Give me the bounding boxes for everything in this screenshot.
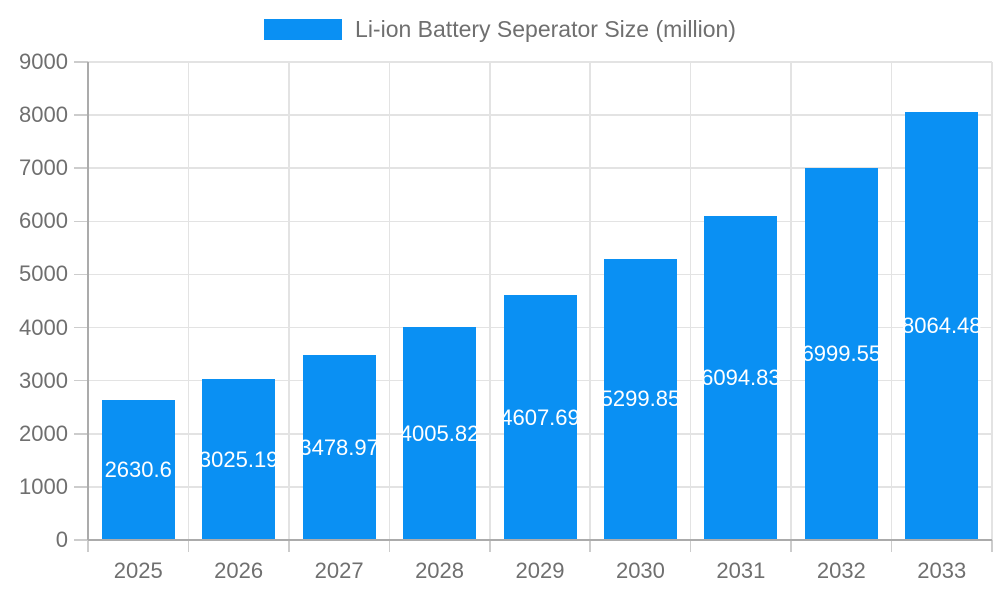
x-gridline bbox=[890, 62, 893, 540]
bar-2029[interactable] bbox=[503, 295, 577, 540]
x-axis-label: 2027 bbox=[314, 558, 364, 583]
y-tick-mark bbox=[74, 486, 88, 488]
bar-2025[interactable] bbox=[101, 400, 175, 540]
x-axis-label: 2032 bbox=[816, 558, 866, 583]
x-tick-mark bbox=[890, 540, 893, 552]
bar-2033[interactable] bbox=[905, 111, 979, 540]
y-axis-label: 6000 bbox=[19, 208, 68, 234]
y-axis-label: 4000 bbox=[19, 314, 68, 340]
legend-label: Li-ion Battery Seperator Size (million) bbox=[355, 16, 736, 42]
x-gridline bbox=[589, 62, 591, 540]
x-tick-mark bbox=[388, 540, 391, 552]
y-axis-label: 5000 bbox=[19, 261, 68, 287]
bar-2028[interactable] bbox=[403, 327, 477, 540]
y-gridline bbox=[88, 61, 992, 63]
x-gridline bbox=[489, 62, 491, 540]
y-tick-mark bbox=[74, 61, 88, 63]
x-gridline bbox=[790, 62, 792, 540]
x-tick-mark bbox=[187, 540, 190, 552]
x-gridline bbox=[388, 62, 391, 540]
x-tick-mark bbox=[689, 540, 692, 552]
legend-swatch bbox=[264, 18, 343, 40]
y-axis-label: 3000 bbox=[19, 367, 68, 393]
bar-2031[interactable] bbox=[704, 216, 778, 540]
y-tick-mark bbox=[74, 379, 88, 382]
y-tick-mark bbox=[74, 220, 88, 223]
x-axis-label: 2033 bbox=[917, 558, 967, 583]
x-gridline bbox=[991, 62, 993, 540]
x-tick-mark bbox=[87, 540, 89, 552]
x-axis-label: 2031 bbox=[716, 558, 766, 583]
x-tick-mark bbox=[790, 540, 792, 552]
y-axis-label: 7000 bbox=[19, 155, 68, 181]
x-axis-label: 2026 bbox=[214, 558, 264, 583]
y-tick-mark bbox=[74, 114, 88, 116]
x-gridline bbox=[187, 62, 190, 540]
y-tick-mark bbox=[74, 326, 88, 329]
y-axis-line bbox=[87, 62, 89, 540]
x-tick-mark bbox=[589, 540, 591, 552]
y-axis-label: 8000 bbox=[19, 102, 68, 128]
y-tick-mark bbox=[74, 539, 88, 541]
y-gridline bbox=[88, 114, 992, 116]
y-axis-label: 0 bbox=[55, 527, 68, 552]
x-tick-mark bbox=[991, 540, 993, 552]
x-axis-label: 2030 bbox=[615, 558, 665, 583]
x-axis-label: 2025 bbox=[113, 558, 163, 583]
x-gridline bbox=[689, 62, 692, 540]
x-tick-mark bbox=[489, 540, 491, 552]
bar-2026[interactable] bbox=[202, 379, 276, 540]
x-gridline bbox=[288, 62, 290, 540]
bar-2032[interactable] bbox=[804, 168, 878, 540]
bar-2030[interactable] bbox=[603, 258, 677, 540]
x-tick-mark bbox=[288, 540, 290, 552]
chart-legend[interactable]: Li-ion Battery Seperator Size (million) bbox=[0, 16, 1000, 42]
y-axis-label: 1000 bbox=[19, 473, 68, 499]
y-tick-mark bbox=[74, 167, 88, 169]
y-tick-mark bbox=[74, 273, 88, 276]
y-tick-mark bbox=[74, 433, 88, 435]
x-axis-label: 2029 bbox=[515, 558, 565, 583]
bar-2027[interactable] bbox=[302, 355, 376, 540]
y-axis-label: 2000 bbox=[19, 420, 68, 446]
y-axis-label: 9000 bbox=[19, 49, 68, 74]
x-axis-label: 2028 bbox=[415, 558, 465, 583]
